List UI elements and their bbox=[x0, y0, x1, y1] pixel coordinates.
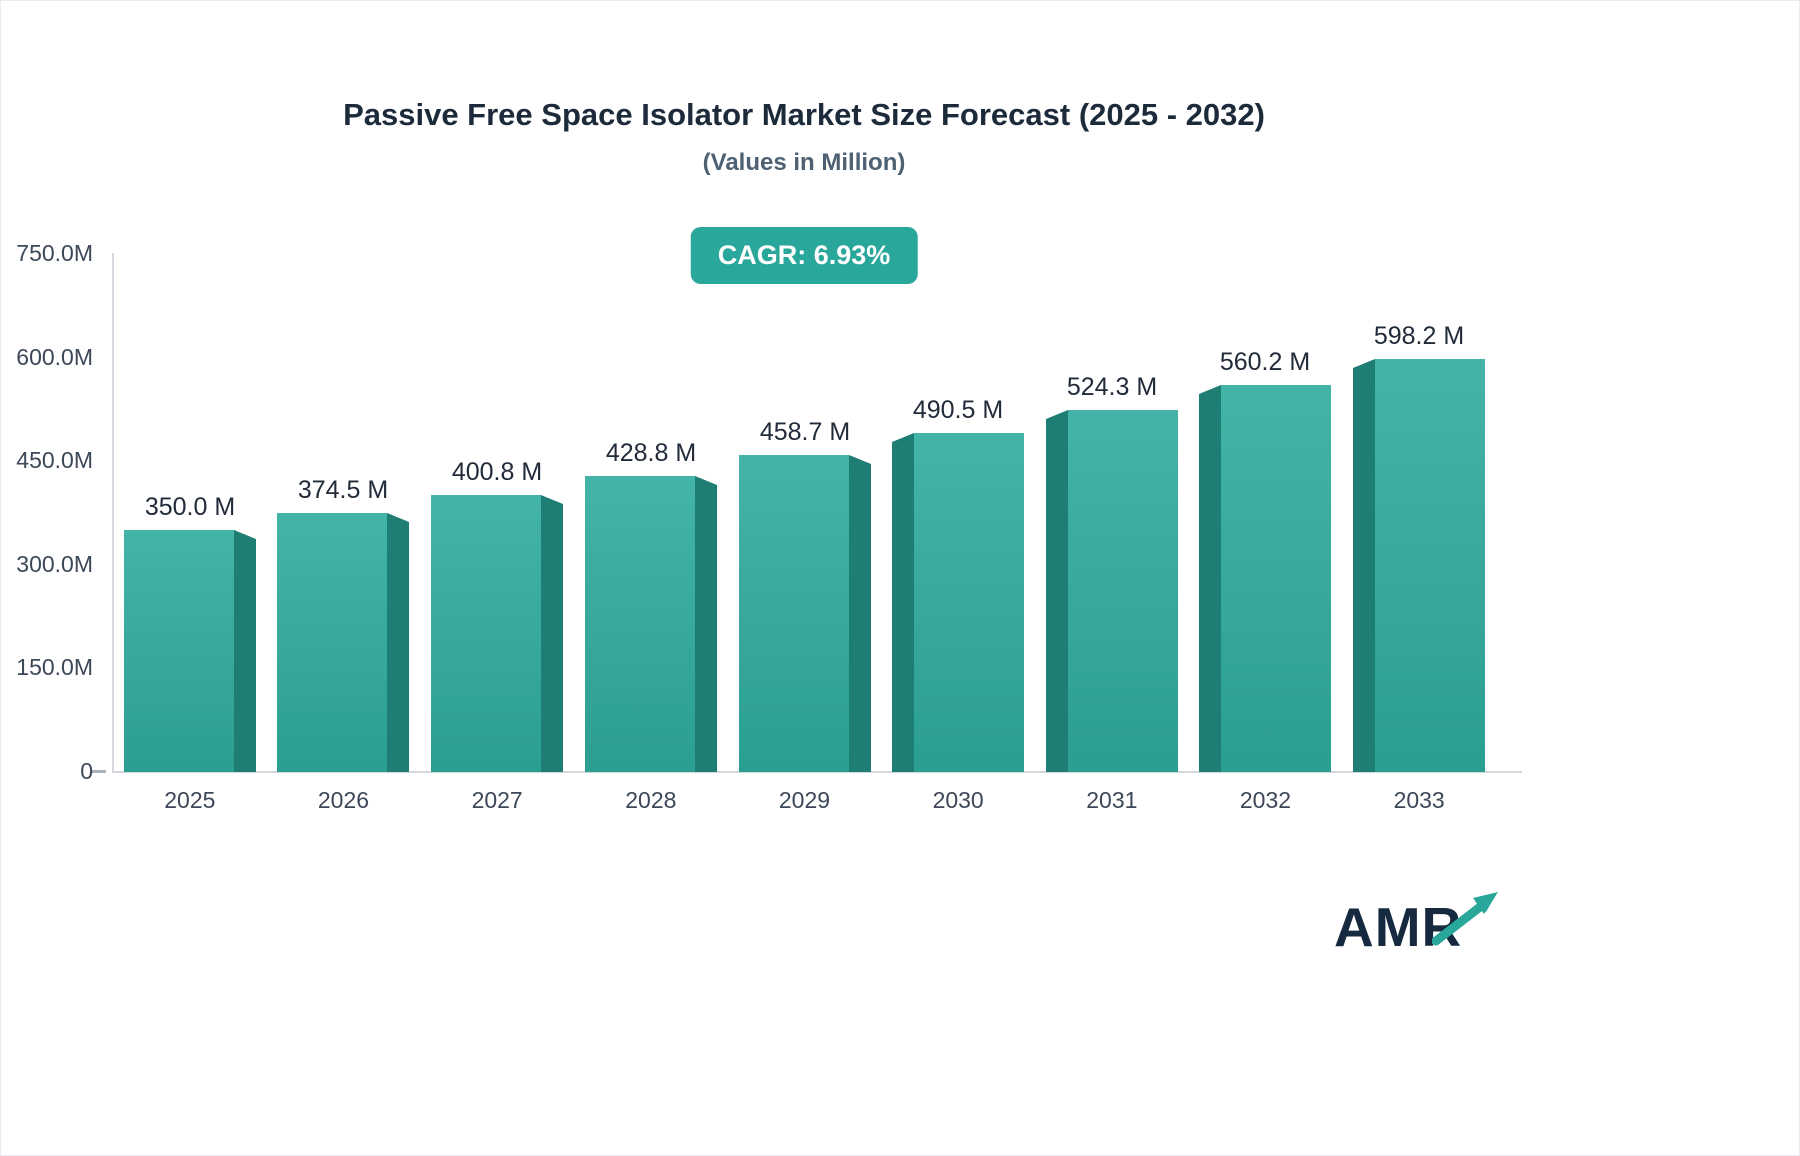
bar-side bbox=[892, 433, 914, 772]
bar-side bbox=[1353, 359, 1375, 772]
bar-face bbox=[585, 476, 695, 772]
x-tick-label-2031: 2031 bbox=[1086, 787, 1138, 813]
y-tick-label-300: 300.0M bbox=[16, 550, 93, 577]
chart-title: Passive Free Space Isolator Market Size … bbox=[343, 97, 1265, 132]
bar-face bbox=[277, 513, 387, 772]
bar-2033: 598.2 M bbox=[1353, 322, 1485, 772]
bar-value-label: 428.8 M bbox=[605, 439, 697, 467]
y-axis-line bbox=[112, 253, 114, 773]
bar-side bbox=[849, 455, 871, 772]
bar-value-label: 374.5 M bbox=[297, 476, 389, 504]
x-tick-label-2032: 2032 bbox=[1239, 787, 1292, 813]
bar-side bbox=[695, 476, 717, 772]
bar-face bbox=[1068, 410, 1178, 772]
bar-face bbox=[1375, 359, 1485, 772]
x-tick-label-2025: 2025 bbox=[164, 787, 216, 813]
bar-value-label: 598.2 M bbox=[1373, 322, 1465, 350]
y-tick-label-600: 600.0M bbox=[16, 343, 93, 370]
y-tick-label-750: 750.0M bbox=[16, 240, 93, 266]
bar-value-label: 350.0 M bbox=[144, 493, 236, 521]
bar-value-label: 458.7 M bbox=[759, 418, 851, 446]
bar-2029: 458.7 M bbox=[739, 418, 871, 772]
bar-2026: 374.5 M bbox=[277, 476, 409, 772]
bar-2032: 560.2 M bbox=[1199, 348, 1331, 772]
bar-2028: 428.8 M bbox=[585, 439, 717, 772]
y-tick-label-0: 0 bbox=[80, 758, 93, 784]
bar-side bbox=[387, 513, 409, 772]
x-tick-label-2028: 2028 bbox=[625, 787, 677, 813]
bar-face bbox=[914, 433, 1024, 772]
x-axis-line bbox=[112, 771, 1522, 773]
x-tick-label-2027: 2027 bbox=[471, 787, 523, 813]
bar-2031: 524.3 M bbox=[1046, 373, 1178, 772]
bar-side bbox=[1199, 385, 1221, 772]
x-tick-label-2026: 2026 bbox=[317, 787, 370, 813]
y-tick-label-150: 150.0M bbox=[16, 654, 93, 681]
bar-value-label: 490.5 M bbox=[912, 396, 1004, 424]
x-tick-label-2033: 2033 bbox=[1393, 787, 1445, 813]
bar-side bbox=[541, 495, 563, 772]
bar-face bbox=[739, 455, 849, 772]
amr-logo-text: AMR bbox=[1334, 896, 1463, 958]
bar-2025: 350.0 M bbox=[124, 493, 256, 772]
amr-logo: AMR bbox=[1334, 892, 1504, 970]
bar-value-label: 524.3 M bbox=[1066, 373, 1158, 401]
growth-arrow-icon bbox=[1432, 892, 1498, 946]
bar-2027: 400.8 M bbox=[431, 458, 563, 772]
x-tick-label-2029: 2029 bbox=[778, 787, 831, 813]
bar-side bbox=[1046, 410, 1068, 772]
bar-face bbox=[1221, 385, 1331, 772]
bar-face bbox=[124, 530, 234, 772]
bar-value-label: 560.2 M bbox=[1219, 348, 1311, 376]
x-tick-label-2030: 2030 bbox=[932, 787, 984, 813]
zero-tick-mark bbox=[91, 770, 106, 773]
bar-face bbox=[431, 495, 541, 772]
y-tick-label-450: 450.0M bbox=[16, 447, 93, 474]
bar-value-label: 400.8 M bbox=[451, 458, 543, 486]
cagr-badge: CAGR: 6.93% bbox=[690, 227, 918, 284]
bar-2030: 490.5 M bbox=[892, 396, 1024, 772]
bar-side bbox=[234, 530, 256, 772]
chart-subtitle: (Values in Million) bbox=[702, 149, 906, 176]
